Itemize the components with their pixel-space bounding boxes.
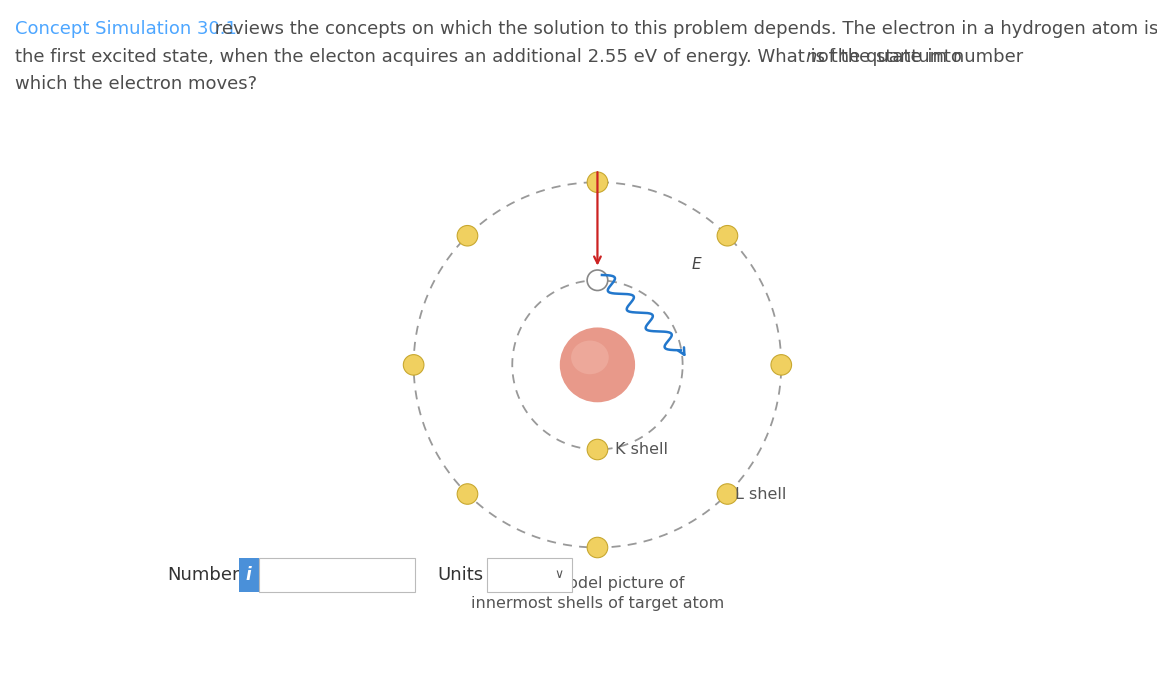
Ellipse shape [457,484,478,504]
Ellipse shape [587,537,607,558]
Ellipse shape [560,328,635,402]
Text: Units: Units [437,566,484,584]
Ellipse shape [717,484,738,504]
Text: K shell: K shell [614,442,668,457]
Text: Bohr-model picture of: Bohr-model picture of [510,576,685,591]
Ellipse shape [771,355,791,375]
Ellipse shape [717,225,738,246]
Text: Number: Number [167,566,239,584]
Text: i: i [245,566,251,584]
Ellipse shape [587,270,607,291]
Text: L shell: L shell [735,486,786,501]
Ellipse shape [404,355,423,375]
FancyBboxPatch shape [487,558,573,592]
Ellipse shape [572,340,609,375]
Text: n: n [805,48,816,65]
Text: ∨: ∨ [554,568,563,581]
Text: E: E [692,257,701,272]
Text: of the state into: of the state into [812,48,961,65]
Ellipse shape [587,172,607,193]
Ellipse shape [457,225,478,246]
Ellipse shape [587,439,607,460]
Text: which the electron moves?: which the electron moves? [15,75,257,93]
Text: reviews the concepts on which the solution to this problem depends. The electron: reviews the concepts on which the soluti… [209,20,1157,38]
Text: Concept Simulation 30.1: Concept Simulation 30.1 [15,20,237,38]
FancyBboxPatch shape [238,558,258,592]
Text: innermost shells of target atom: innermost shells of target atom [471,597,724,612]
FancyBboxPatch shape [258,558,415,592]
Text: the first excited state, when the electon acquires an additional 2.55 eV of ener: the first excited state, when the electo… [15,48,1029,65]
